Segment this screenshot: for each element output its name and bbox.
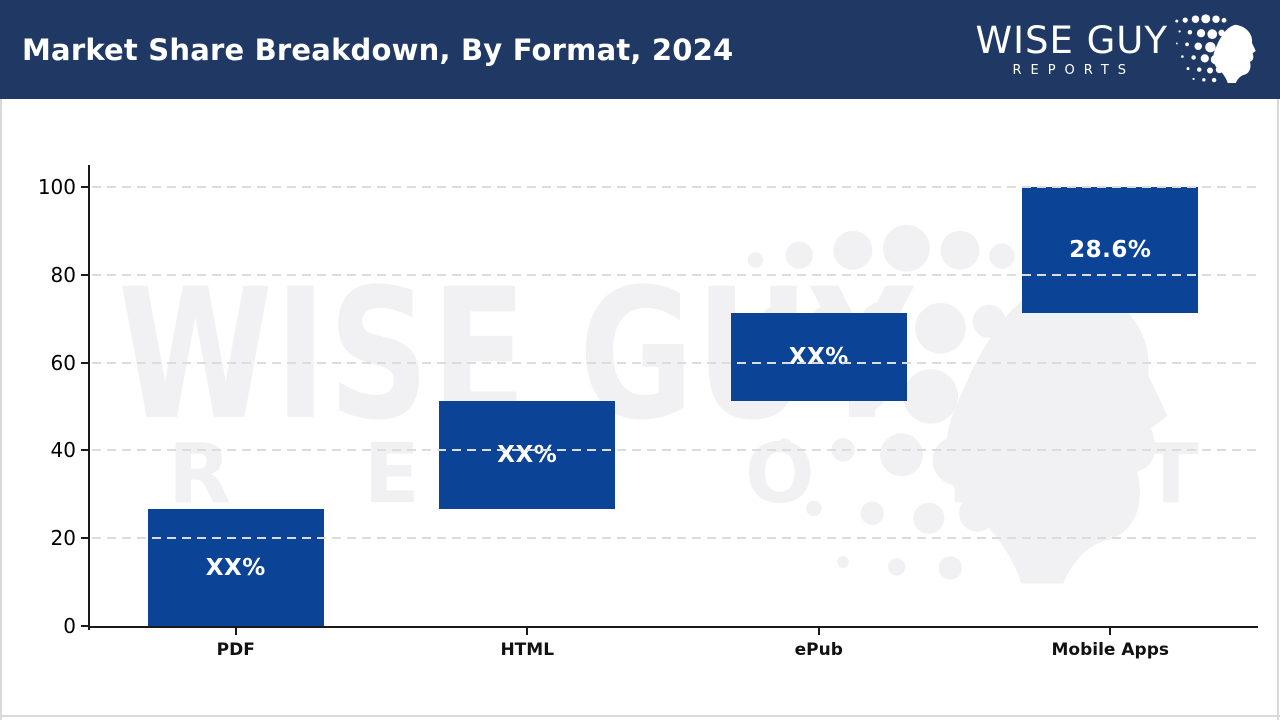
page-title: Market Share Breakdown, By Format, 2024 [22, 32, 734, 67]
x-tick [526, 628, 529, 635]
x-tick [817, 628, 820, 635]
y-tick-label: 40 [50, 438, 76, 463]
gridline [92, 361, 1256, 364]
bar-value-label: XX% [788, 343, 849, 370]
x-tick-label: Mobile Apps [1051, 640, 1169, 660]
x-tick [1109, 628, 1112, 635]
gridline [92, 273, 1256, 276]
frame-border-right [1277, 99, 1279, 720]
bar-value-label: XX% [205, 554, 266, 581]
wiseguy-logo-text: WISE GUY REPORTS [976, 22, 1168, 78]
y-tick [81, 537, 88, 540]
gridline [92, 537, 1256, 540]
logo-wordmark: WISE GUY [975, 18, 1168, 62]
frame-border-bottom [0, 715, 1280, 717]
frame-border-left [0, 99, 2, 720]
y-tick-label: 80 [50, 262, 76, 287]
chart-area: WISE GUY R E P O R T S XX%PDFXX%HTMLXX%e… [0, 99, 1280, 720]
gridline [92, 449, 1256, 452]
y-axis-line [88, 165, 90, 630]
x-tick-label: ePub [794, 640, 843, 660]
x-tick-label: PDF [216, 640, 255, 660]
y-tick [81, 449, 88, 452]
gridline [92, 186, 1256, 188]
y-tick [81, 186, 88, 188]
y-tick-label: 60 [50, 350, 76, 375]
y-tick [81, 625, 88, 627]
logo-subtitle: REPORTS [1012, 62, 1136, 78]
y-tick-label: 100 [37, 175, 76, 199]
bar-html: XX% [439, 401, 616, 510]
x-tick [234, 628, 237, 635]
bar-pdf: XX% [147, 509, 324, 626]
x-axis-line [88, 626, 1258, 628]
wiseguy-head-logo-icon [1175, 13, 1256, 83]
y-tick [81, 273, 88, 276]
bar-value-label: 28.6% [1069, 236, 1152, 263]
bar-epub: XX% [730, 312, 907, 402]
y-tick-label: 20 [50, 526, 76, 551]
y-tick [81, 361, 88, 364]
x-tick-label: HTML [500, 640, 555, 660]
y-tick-label: 0 [63, 614, 76, 638]
header-bar: Market Share Breakdown, By Format, 2024 … [0, 0, 1280, 99]
bar-value-label: XX% [497, 442, 558, 469]
bar-mobile-apps: 28.6% [1022, 187, 1199, 313]
wiseguy-logo: WISE GUY REPORTS [976, 6, 1258, 94]
